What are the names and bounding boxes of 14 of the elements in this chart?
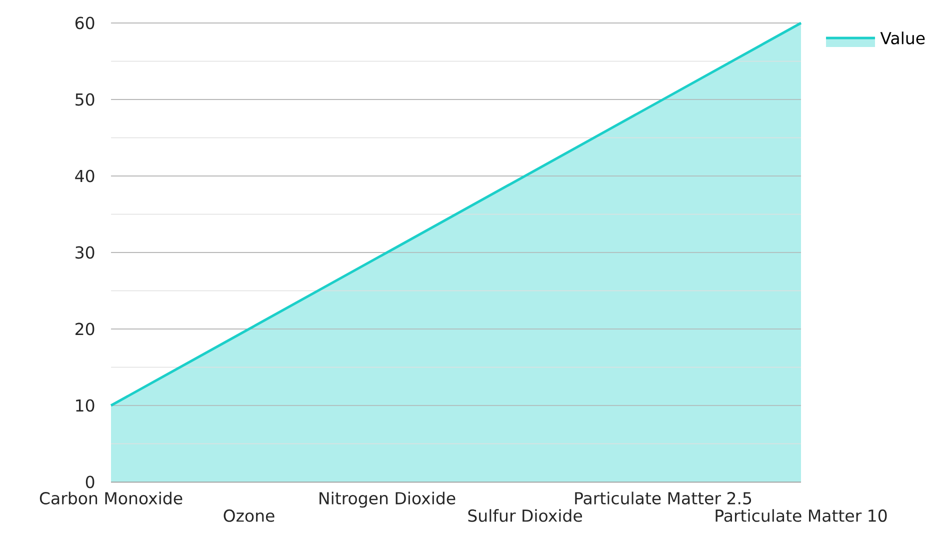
x-tick-label: Particulate Matter 2.5: [575, 492, 752, 504]
y-tick-label: 40: [75, 170, 94, 182]
x-tick-label: Ozone: [224, 509, 274, 522]
legend-label: Value: [880, 32, 925, 44]
y-tick-label: 60: [75, 16, 94, 30]
x-tick-label: Particulate Matter 10: [716, 509, 887, 522]
y-tick-label: 20: [76, 322, 94, 336]
x-tick-label: Carbon Monoxide: [40, 492, 182, 504]
y-tick-label: 50: [76, 93, 94, 106]
y-tick-label: 0: [86, 476, 94, 488]
x-tick-label: Nitrogen Dioxide: [320, 492, 456, 508]
y-tick-label: 30: [76, 246, 94, 259]
x-tick-label: Sulfur Dioxide: [468, 509, 582, 522]
y-tick-label: 10: [76, 399, 94, 412]
